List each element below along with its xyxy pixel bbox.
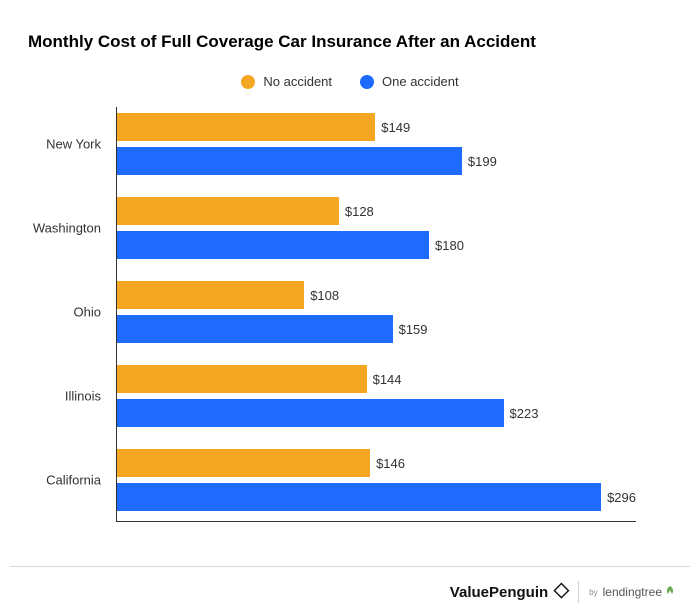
- brand-valuepenguin-text: ValuePenguin: [450, 584, 548, 601]
- bar-row: $180: [117, 231, 636, 259]
- bar-row: $159: [117, 315, 636, 343]
- legend-swatch-no-accident: [241, 75, 255, 89]
- chart-plot-area: New York$149$199Washington$128$180Ohio$1…: [116, 107, 636, 522]
- category-group: California$146$296: [117, 449, 636, 511]
- bar-row: $296: [117, 483, 636, 511]
- category-label: Ohio: [21, 305, 109, 320]
- bar-no_accident: [117, 197, 339, 225]
- legend-swatch-one-accident: [360, 75, 374, 89]
- footer: ValuePenguin by lendingtree: [0, 567, 700, 603]
- bar-one_accident: [117, 231, 429, 259]
- category-group: Ohio$108$159: [117, 281, 636, 343]
- bar-value: $146: [376, 456, 405, 471]
- bar-one_accident: [117, 147, 462, 175]
- legend-item-no-accident: No accident: [241, 74, 332, 89]
- bar-row: $108: [117, 281, 636, 309]
- bar-no_accident: [117, 281, 304, 309]
- bar-row: $199: [117, 147, 636, 175]
- bar-one_accident: [117, 483, 601, 511]
- brand-lendingtree: by lendingtree: [589, 585, 676, 600]
- chart-container: Monthly Cost of Full Coverage Car Insura…: [0, 0, 700, 542]
- category-group: Washington$128$180: [117, 197, 636, 259]
- chart-title: Monthly Cost of Full Coverage Car Insura…: [28, 32, 672, 52]
- legend-label-no-accident: No accident: [263, 74, 332, 89]
- bar-row: $146: [117, 449, 636, 477]
- bar-value: $128: [345, 204, 374, 219]
- bar-row: $128: [117, 197, 636, 225]
- brand-divider: [578, 581, 579, 603]
- bar-value: $180: [435, 238, 464, 253]
- valuepenguin-icon: [547, 579, 572, 604]
- category-label: Washington: [21, 221, 109, 236]
- category-label: Illinois: [21, 389, 109, 404]
- category-group: Illinois$144$223: [117, 365, 636, 427]
- lendingtree-icon: [664, 585, 676, 600]
- category-label: California: [21, 473, 109, 488]
- bar-no_accident: [117, 113, 375, 141]
- bar-value: $108: [310, 288, 339, 303]
- bar-value: $199: [468, 154, 497, 169]
- brand-valuepenguin: ValuePenguin: [450, 582, 568, 602]
- bar-row: $144: [117, 365, 636, 393]
- bar-value: $149: [381, 120, 410, 135]
- bar-row: $223: [117, 399, 636, 427]
- legend-item-one-accident: One accident: [360, 74, 459, 89]
- bar-row: $149: [117, 113, 636, 141]
- bar-value: $159: [399, 322, 428, 337]
- brand-lendingtree-text: lendingtree: [603, 585, 662, 599]
- bar-value: $223: [510, 406, 539, 421]
- legend: No accident One accident: [28, 74, 672, 89]
- bar-value: $296: [607, 490, 636, 505]
- bar-one_accident: [117, 315, 393, 343]
- bar-no_accident: [117, 365, 367, 393]
- category-group: New York$149$199: [117, 113, 636, 175]
- category-label: New York: [21, 137, 109, 152]
- bar-one_accident: [117, 399, 504, 427]
- bar-no_accident: [117, 449, 370, 477]
- legend-label-one-accident: One accident: [382, 74, 459, 89]
- brand-by-text: by: [589, 588, 597, 597]
- bar-value: $144: [373, 372, 402, 387]
